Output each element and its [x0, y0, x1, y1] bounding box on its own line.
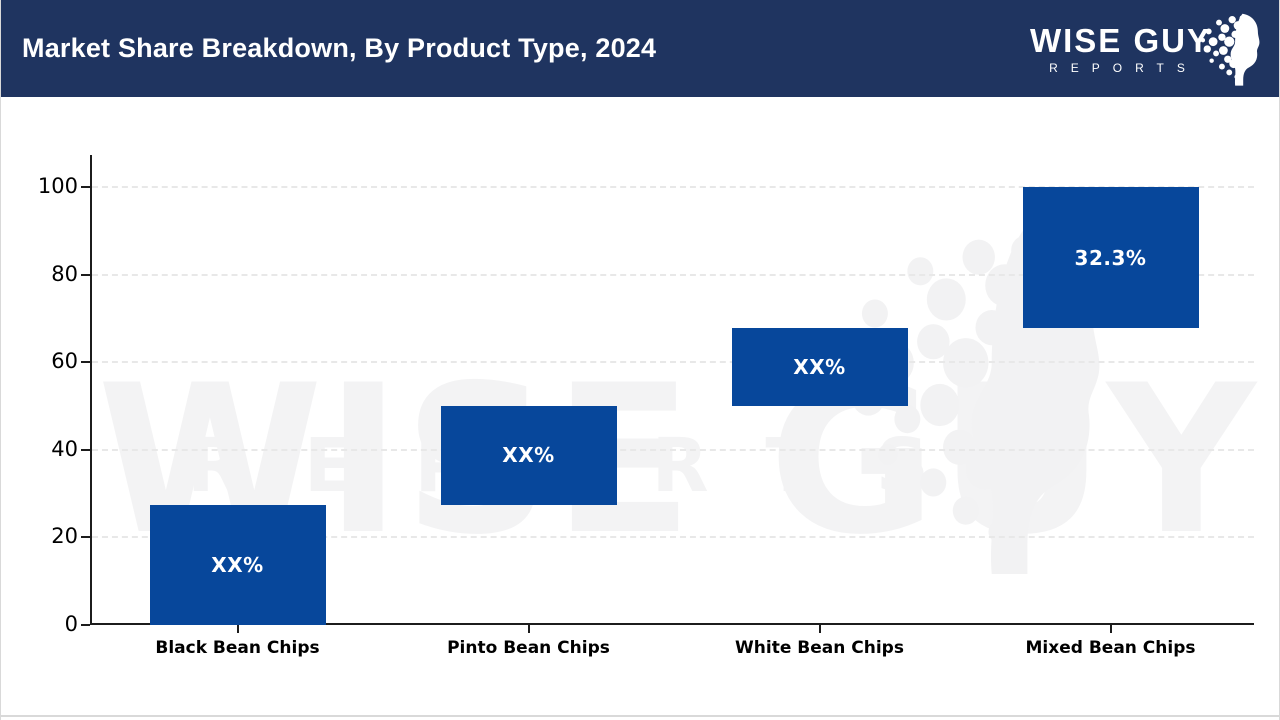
y-axis-tick-100	[81, 186, 90, 188]
logo-text: WISE GUY REPORTS	[1030, 24, 1211, 74]
y-tick-label-80: 80	[51, 261, 78, 286]
y-tick-label-20: 20	[51, 524, 78, 549]
gridline-y-80	[92, 273, 1254, 276]
gridline-y-60	[92, 361, 1254, 364]
gridline-y-40	[92, 448, 1254, 451]
bar-value-label: 32.3%	[1074, 245, 1147, 270]
x-axis-tick-0	[236, 625, 239, 633]
logo-head-icon	[1200, 13, 1260, 86]
x-axis-tick-2	[818, 625, 821, 633]
page-title: Market Share Breakdown, By Product Type,…	[22, 33, 657, 63]
y-tick-label-0: 0	[64, 612, 78, 636]
wise-guy-logo: WISE GUY REPORTS	[1030, 0, 1267, 97]
x-tick-label-3: Mixed Bean Chips	[1025, 638, 1196, 658]
x-axis-tick-3	[1109, 625, 1112, 633]
logo-name: WISE GUY	[1029, 21, 1211, 59]
bar-white-bean-chips: XX%	[731, 328, 908, 406]
y-axis-tick-20	[81, 536, 90, 539]
bottom-divider	[1, 715, 1279, 717]
y-tick-label-40: 40	[51, 436, 78, 461]
x-tick-label-0: Black Bean Chips	[155, 638, 320, 658]
logo-subtitle: REPORTS	[1049, 60, 1198, 75]
bar-mixed-bean-chips: 32.3%	[1022, 187, 1199, 329]
x-tick-label-2: White Bean Chips	[735, 638, 904, 658]
x-axis-tick-1	[527, 625, 530, 633]
bar-pinto-bean-chips: XX%	[440, 405, 617, 505]
y-axis-tick-80	[81, 273, 90, 276]
bar-value-label: XX%	[502, 443, 555, 468]
gridline-y-100	[92, 186, 1254, 188]
bar-black-bean-chips: XX%	[149, 504, 326, 625]
header-banner: Market Share Breakdown, By Product Type,…	[1, 0, 1279, 97]
plot-area: 0 20 40 60 80 100 XX% Black Bean Chips XX% Pinto …	[38, 155, 1254, 658]
y-tick-label-60: 60	[51, 349, 78, 374]
bar-value-label: XX%	[793, 355, 846, 379]
y-axis-tick-60	[81, 361, 90, 364]
y-tick-label-100: 100	[37, 174, 78, 198]
bar-value-label: XX%	[211, 552, 264, 577]
x-tick-label-1: Pinto Bean Chips	[447, 638, 610, 658]
y-axis-tick-40	[81, 448, 90, 451]
gridline-y-20	[92, 536, 1254, 539]
y-axis-tick-0	[81, 624, 90, 626]
